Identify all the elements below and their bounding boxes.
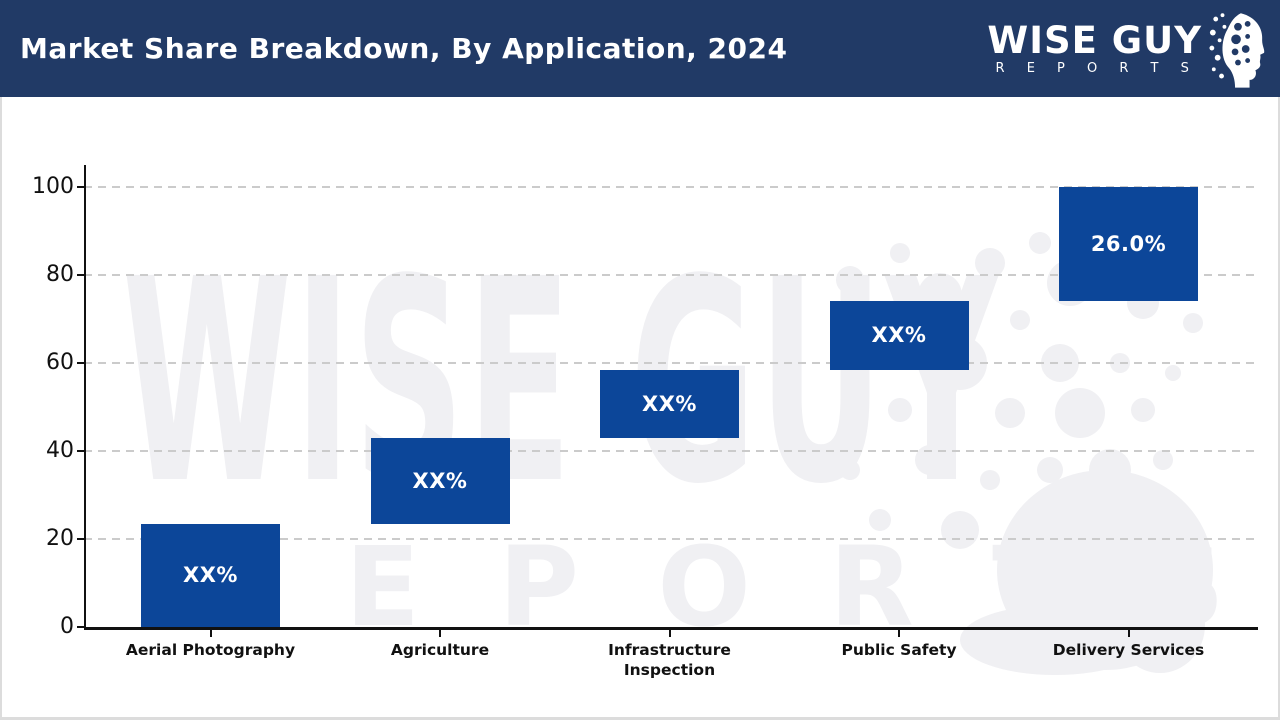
- x-axis-label-public-safety: Public Safety: [841, 641, 957, 659]
- y-axis-tick-label: 40: [46, 438, 74, 463]
- y-axis-tick-label: 60: [46, 350, 74, 375]
- x-axis-tick: [439, 630, 441, 637]
- x-axis-tick: [898, 630, 900, 637]
- bar-value-label: XX%: [183, 563, 238, 588]
- brand-head-icon: [1209, 13, 1265, 88]
- header-bar: Market Share Breakdown, By Application, …: [0, 0, 1280, 97]
- x-axis-label-agriculture: Agriculture: [390, 641, 490, 659]
- y-axis-tick: [77, 274, 84, 276]
- brand-subtitle: R E P O R T S: [995, 61, 1198, 77]
- x-axis-label-delivery-services: Delivery Services: [1052, 641, 1205, 659]
- bar-public-safety: XX%: [829, 301, 969, 370]
- y-axis-tick: [77, 186, 84, 188]
- gridline-y-20: [84, 538, 1256, 540]
- y-axis-tick-label: 0: [60, 614, 74, 639]
- bar-aerial-photography: XX%: [141, 523, 280, 627]
- y-axis-tick: [77, 538, 84, 540]
- page-border-right: [1278, 97, 1280, 720]
- x-axis-label-infrastructure-inspection: Infrastructure Inspection: [608, 641, 731, 680]
- bar-infrastructure-inspection: XX%: [600, 369, 739, 438]
- gridline-y-40: [84, 450, 1256, 452]
- bar-value-label: XX%: [412, 468, 468, 493]
- brand-logo: WISE GUY R E P O R T S: [987, 6, 1266, 92]
- y-axis-tick: [77, 362, 84, 364]
- page-border-left: [0, 97, 2, 720]
- bar-delivery-services: 26.0%: [1059, 187, 1198, 302]
- x-axis-line: [84, 627, 1258, 630]
- y-axis-tick: [77, 626, 84, 628]
- bar-value-label: XX%: [642, 391, 697, 416]
- x-axis-tick: [1127, 630, 1130, 637]
- bar-agriculture: XX%: [370, 437, 510, 524]
- gridline-y-60: [84, 362, 1256, 364]
- x-axis-label-aerial-photography: Aerial Photography: [125, 641, 296, 659]
- page-border-bottom: [0, 717, 1280, 720]
- x-axis-tick: [668, 630, 671, 637]
- y-axis-tick-label: 80: [46, 262, 74, 287]
- brand-name: WISE GUY: [987, 18, 1202, 62]
- y-axis-line: [84, 165, 86, 630]
- x-axis-tick: [209, 630, 212, 637]
- brand-wordmark: WISE GUY R E P O R T S: [987, 18, 1202, 77]
- y-axis-tick-label: 100: [32, 174, 74, 199]
- y-axis-tick-label: 20: [46, 526, 74, 551]
- bar-value-label: 26.0%: [1090, 232, 1167, 257]
- bar-value-label: XX%: [871, 323, 927, 348]
- gridline-y-80: [84, 274, 1256, 276]
- chart-title: Market Share Breakdown, By Application, …: [20, 32, 788, 65]
- y-axis-tick: [77, 450, 84, 452]
- gridline-y-100: [84, 186, 1256, 188]
